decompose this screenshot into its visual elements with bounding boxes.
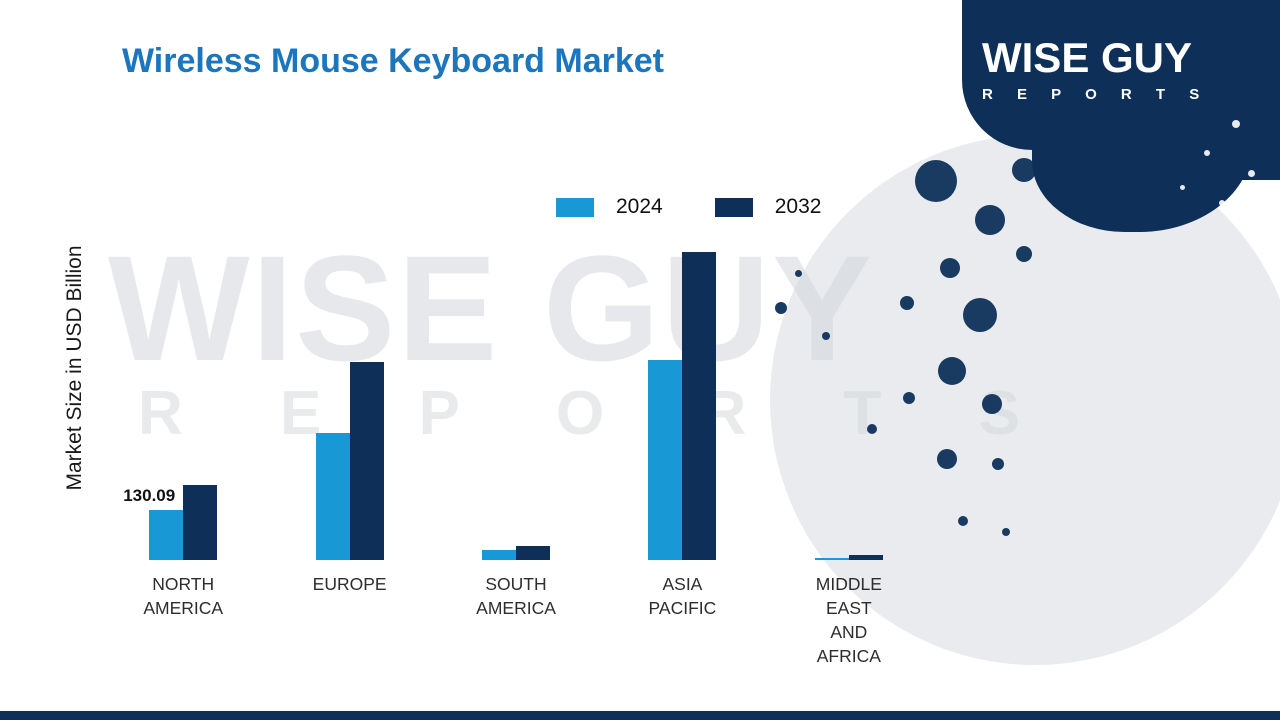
y-axis-label: Market Size in USD Billion [63, 245, 86, 491]
watermark-reports-text: R E P O R T S [138, 379, 1060, 448]
legend-item-2024: 2024 [556, 195, 663, 219]
watermark-brand-text: WISE GUY [108, 224, 875, 392]
chart-legend: 2024 2032 [556, 195, 821, 219]
wise-guy-reports-logo: WISE GUY R E P O R T S [958, 0, 1280, 240]
watermark-face-circle [770, 135, 1280, 665]
decorative-dot [900, 296, 914, 310]
decorative-dot [1016, 246, 1032, 262]
bars-asia-pacific [648, 252, 717, 560]
category-label-middle-east-and-africa: MIDDLE EAST AND AFRICA [815, 574, 882, 667]
bars-south-america [482, 252, 551, 560]
decorative-dot [795, 270, 802, 277]
bar-2032-europe [349, 361, 384, 560]
decorative-dot [937, 449, 957, 469]
bar-2024-middle-east-and-africa [814, 557, 849, 560]
bar-2032-north-america [183, 484, 218, 560]
logo-dot [1204, 150, 1210, 156]
bar-group-south-america: SOUTH AMERICA [433, 252, 599, 669]
logo-text: WISE GUY R E P O R T S [982, 34, 1209, 103]
bar-2024-south-america [482, 550, 517, 560]
decorative-dot [867, 424, 877, 434]
category-label-asia-pacific: ASIA PACIFIC [648, 574, 717, 619]
decorative-dot [992, 458, 1004, 470]
page-title: Wireless Mouse Keyboard Market [122, 42, 664, 80]
logo-dot [1180, 185, 1185, 190]
decorative-dot [938, 357, 966, 385]
category-label-south-america: SOUTH AMERICA [476, 574, 556, 619]
logo-dot [1232, 120, 1240, 128]
decorative-dot [775, 302, 787, 314]
bar-group-europe: EUROPE [266, 252, 432, 669]
bar-2032-south-america [516, 546, 551, 560]
bar-chart: 130.09 NORTH AMERICA EUROPE SOUTH AMERICA ASIA… [100, 252, 932, 669]
legend-label-2032: 2032 [774, 195, 822, 218]
logo-reports-label: R E P O R T S [982, 86, 1210, 103]
decorative-dot [958, 516, 968, 526]
bar-group-middle-east-and-africa: MIDDLE EAST AND AFRICA [766, 252, 932, 669]
bar-2032-middle-east-and-africa [848, 555, 883, 560]
bars-europe [315, 252, 384, 560]
bar-group-north-america: 130.09 NORTH AMERICA [100, 252, 266, 669]
bar-value-annotation: 130.09 [123, 485, 176, 505]
bars-north-america: 130.09 [123, 252, 218, 560]
bar-2024-north-america [149, 509, 184, 560]
category-label-europe: EUROPE [312, 574, 387, 594]
logo-face-profile-icon [1032, 62, 1252, 232]
decorative-dot [963, 298, 997, 332]
logo-brand-name: WISE GUY [982, 34, 1193, 81]
bar-2032-asia-pacific [682, 252, 717, 560]
decorative-dot [940, 258, 960, 278]
logo-dot [1248, 170, 1255, 177]
decorative-dot [975, 205, 1005, 235]
logo-dot [1219, 200, 1225, 206]
decorative-dot [915, 160, 957, 202]
bar-2024-europe [315, 432, 350, 560]
bars-middle-east-and-africa [814, 252, 883, 560]
decorative-dot [903, 392, 915, 404]
category-label-north-america: NORTH AMERICA [143, 574, 224, 619]
bar-2024-asia-pacific [648, 359, 683, 560]
legend-item-2032: 2032 [714, 195, 822, 219]
decorative-dot [1002, 528, 1010, 536]
legend-swatch-2024 [556, 197, 594, 217]
decorative-dot [982, 394, 1002, 414]
decorative-dot [822, 332, 830, 340]
bar-group-asia-pacific: ASIA PACIFIC [599, 252, 765, 669]
legend-swatch-2032 [714, 197, 753, 217]
footer-bar [0, 711, 1280, 720]
legend-label-2024: 2024 [616, 195, 663, 218]
